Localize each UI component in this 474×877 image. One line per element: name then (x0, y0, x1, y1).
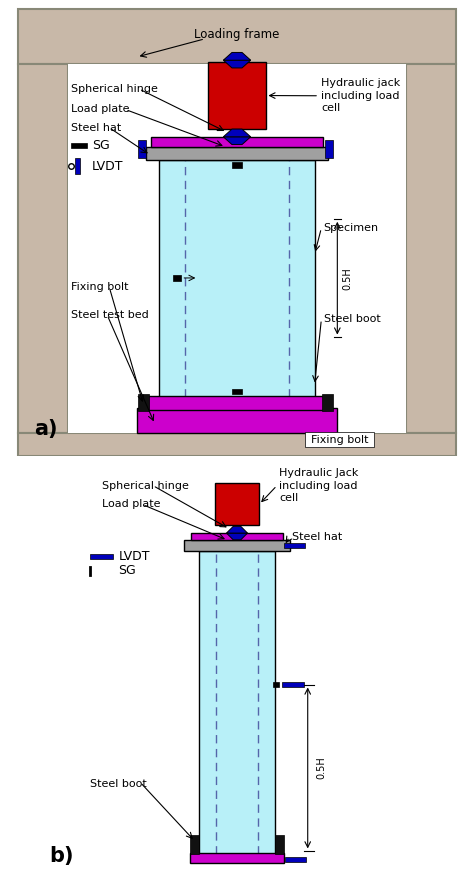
Text: a): a) (34, 418, 57, 438)
Bar (273, 681, 279, 688)
Bar (138, 394, 149, 411)
Text: LVDT: LVDT (92, 160, 124, 173)
Bar (146, 146, 328, 160)
Text: LVDT: LVDT (118, 550, 150, 563)
Bar (325, 139, 333, 158)
Text: 0.5H: 0.5H (316, 757, 326, 780)
Bar (283, 681, 303, 687)
Bar (232, 162, 242, 168)
Bar (137, 408, 337, 433)
Text: SG: SG (118, 565, 136, 577)
Text: Steel boot: Steel boot (324, 314, 381, 324)
Text: Spherical hinge: Spherical hinge (102, 481, 189, 490)
Text: Spherical hinge: Spherical hinge (71, 84, 157, 94)
Bar (190, 852, 284, 863)
Polygon shape (227, 526, 247, 533)
Bar (71, 143, 87, 148)
Bar (284, 543, 305, 548)
Bar (232, 389, 242, 395)
Polygon shape (223, 137, 251, 145)
Bar (191, 532, 283, 540)
Polygon shape (227, 533, 247, 540)
Bar (406, 64, 456, 433)
Bar (137, 139, 146, 158)
Bar (18, 64, 68, 433)
Text: Load plate: Load plate (71, 104, 129, 115)
Bar (18, 433, 456, 456)
Bar (68, 64, 406, 433)
Bar (173, 275, 182, 281)
Text: Specimen: Specimen (324, 223, 379, 233)
Bar (285, 857, 306, 862)
Bar (148, 396, 326, 410)
Text: Hydraulic jack
including load
cell: Hydraulic jack including load cell (321, 78, 401, 113)
Bar (305, 432, 374, 447)
Text: 0.5H: 0.5H (343, 267, 353, 289)
Bar (275, 835, 284, 854)
Polygon shape (223, 53, 251, 61)
Text: Load plate: Load plate (102, 499, 161, 510)
Text: Fixing bolt: Fixing bolt (71, 282, 128, 292)
Bar (190, 835, 199, 854)
Bar (209, 62, 265, 129)
Text: b): b) (50, 846, 74, 866)
Polygon shape (223, 61, 251, 68)
Bar (199, 551, 275, 854)
Text: Steel boot: Steel boot (90, 780, 146, 789)
Text: Steel test bed: Steel test bed (71, 310, 148, 320)
Bar (215, 483, 259, 525)
Bar (18, 9, 456, 64)
Text: Loading frame: Loading frame (194, 28, 280, 40)
Text: SG: SG (92, 139, 109, 152)
Text: Steel hat: Steel hat (292, 531, 342, 542)
Polygon shape (223, 129, 251, 137)
Bar (159, 160, 315, 396)
Bar (74, 158, 80, 175)
Bar (90, 554, 113, 560)
Bar (322, 394, 333, 411)
Bar (184, 540, 290, 551)
Text: Hydraulic Jack
including load
cell: Hydraulic Jack including load cell (279, 468, 358, 503)
Text: Steel hat: Steel hat (71, 123, 121, 132)
Bar (151, 137, 323, 146)
Text: Fixing bolt: Fixing bolt (311, 435, 368, 446)
